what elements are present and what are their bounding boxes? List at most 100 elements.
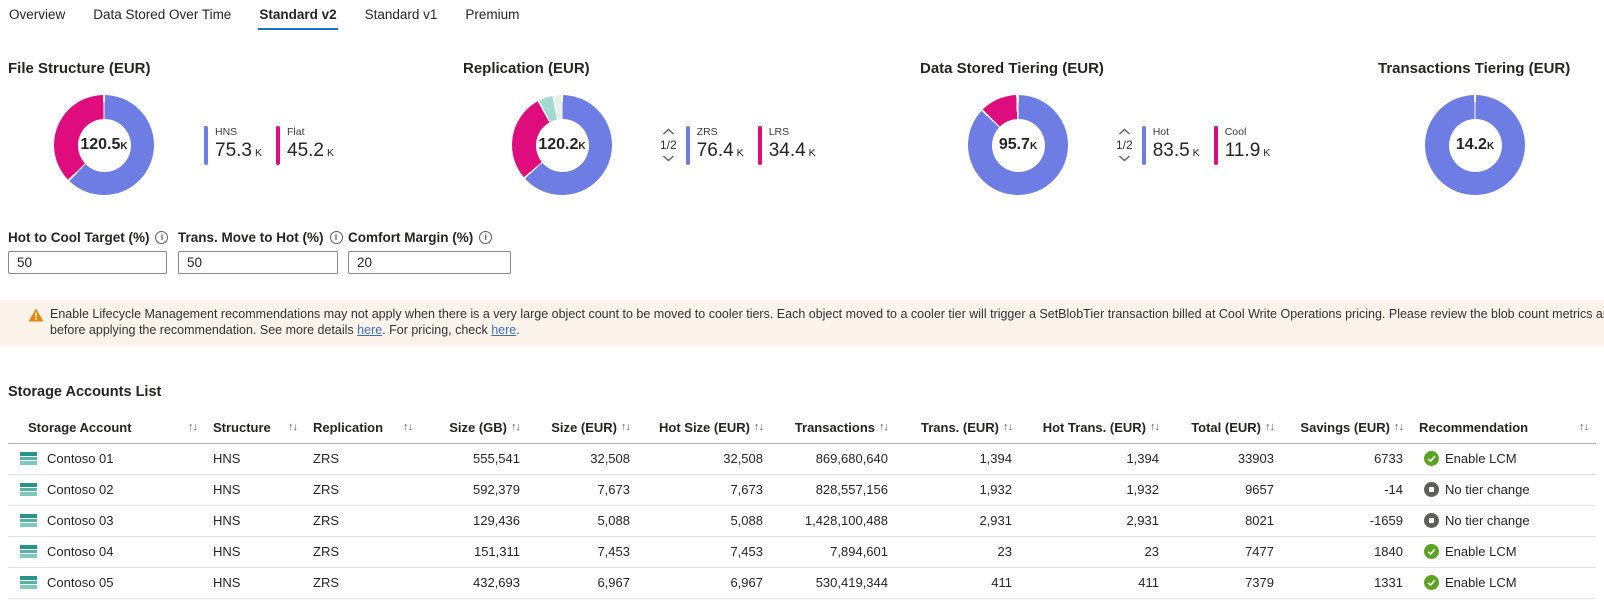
info-icon[interactable]: i <box>479 230 493 244</box>
tab-overview[interactable]: Overview <box>9 7 66 22</box>
pager-label: 1/2 <box>1116 138 1133 152</box>
sort-icon[interactable]: ↑↓ <box>1265 421 1275 434</box>
sort-icon[interactable]: ↑↓ <box>403 421 413 434</box>
sort-icon[interactable]: ↑↓ <box>1579 421 1589 434</box>
info-icon[interactable]: i <box>329 230 343 244</box>
input-field-3[interactable] <box>348 251 511 274</box>
sort-icon[interactable]: ↑↓ <box>754 421 764 434</box>
trans-eur-cell: 2,931 <box>896 505 1020 537</box>
chevron-up-icon[interactable] <box>662 128 675 136</box>
legend-color-bar <box>685 125 690 165</box>
input-field-2[interactable] <box>178 251 338 274</box>
chart-title: Replication (EUR) <box>463 60 590 77</box>
legend-text: Cool 11.9 K <box>1225 126 1271 165</box>
replication-cell: ZRS <box>305 474 420 506</box>
tab-premium[interactable]: Premium <box>465 7 520 22</box>
recommendation-cell: No tier change <box>1411 474 1596 506</box>
table-row[interactable]: Contoso 04 HNS ZRS 151,311 7,453 7,453 7,894,6… <box>8 536 1596 568</box>
sort-icon[interactable]: ↑↓ <box>188 421 198 434</box>
storage-account-cell: Contoso 04 <box>8 536 205 568</box>
column-header-total-eur-[interactable]: Total (EUR) ↑↓ <box>1167 412 1282 444</box>
column-header-size-gb-[interactable]: Size (GB) ↑↓ <box>420 412 528 444</box>
parameter-inputs: Hot to Cool Target (%)iTrans. Move to Ho… <box>0 228 1604 276</box>
legend-value: 76.4 K <box>696 139 744 161</box>
recommendation-badge: No tier change <box>1419 513 1588 528</box>
size-gb-cell: 432,693 <box>420 567 528 599</box>
hot-trans-eur-cell: 1,932 <box>1020 474 1167 506</box>
column-header-recommendation[interactable]: Recommendation ↑↓ <box>1411 412 1596 444</box>
table-row[interactable]: Contoso 05 HNS ZRS 432,693 6,967 6,967 530,419… <box>8 567 1596 599</box>
donut-chart[interactable]: 120.2K <box>512 95 612 195</box>
legend-label: Flat <box>287 125 305 138</box>
column-header-size-eur-[interactable]: Size (EUR) ↑↓ <box>528 412 638 444</box>
donut-chart[interactable]: 120.5K <box>54 95 154 195</box>
sort-icon[interactable]: ↑↓ <box>879 421 889 434</box>
column-header-storage-account[interactable]: Storage Account ↑↓ <box>8 412 205 444</box>
warning-text-line1: Enable Lifecycle Management recommendati… <box>50 307 1604 321</box>
column-header-hot-size-eur-[interactable]: Hot Size (EUR) ↑↓ <box>638 412 771 444</box>
table-row[interactable]: Contoso 02 HNS ZRS 592,379 7,673 7,673 828,557… <box>8 474 1596 506</box>
chart-legend: ZRS 76.4 K LRS 34.4 K <box>685 125 816 165</box>
donut-center: 14.2K <box>1448 118 1502 172</box>
chevron-down-icon[interactable] <box>662 154 675 162</box>
chevron-down-icon[interactable] <box>1118 154 1131 162</box>
hot-trans-eur-cell: 1,394 <box>1020 443 1167 475</box>
column-header-replication[interactable]: Replication ↑↓ <box>305 412 420 444</box>
legend-color-bar <box>1213 125 1218 165</box>
sort-icon[interactable]: ↑↓ <box>511 421 521 434</box>
tab-standard-v1[interactable]: Standard v1 <box>364 7 438 22</box>
info-icon[interactable]: i <box>155 230 169 244</box>
legend-value: 34.4 K <box>768 139 816 161</box>
recommendation-badge: Enable LCM <box>1419 451 1588 466</box>
tab-standard-v2[interactable]: Standard v2 <box>258 4 338 30</box>
size-eur-cell: 32,508 <box>528 443 638 475</box>
column-header-content: Size (GB) ↑↓ <box>428 419 521 435</box>
structure-cell: HNS <box>205 505 305 537</box>
legend-label: Cool <box>1224 125 1247 138</box>
storage-account-cell: Contoso 03 <box>8 505 205 537</box>
sort-icon[interactable]: ↑↓ <box>1003 421 1013 434</box>
donut-chart[interactable]: 14.2K <box>1425 95 1525 195</box>
input-field-1[interactable] <box>8 251 167 274</box>
column-header-content: Total (EUR) ↑↓ <box>1175 420 1275 435</box>
column-label: Replication <box>313 419 384 435</box>
chart-content: 14.2K <box>1378 95 1570 195</box>
storage-account: Contoso 05 <box>8 575 205 590</box>
sort-icon[interactable]: ↑↓ <box>1394 421 1404 434</box>
sort-icon[interactable]: ↑↓ <box>288 421 298 434</box>
warning-text-part: before applying the recommendation. See … <box>50 322 358 337</box>
column-header-trans-eur-[interactable]: Trans. (EUR) ↑↓ <box>896 412 1020 444</box>
savings-eur-cell: 1331 <box>1282 567 1411 599</box>
tab-data-stored-over-time[interactable]: Data Stored Over Time <box>93 7 232 22</box>
column-label: Trans. (EUR) <box>920 419 999 435</box>
table-row[interactable]: Contoso 03 HNS ZRS 129,436 5,088 5,088 1,428,1… <box>8 505 1596 537</box>
check-circle-icon <box>1424 451 1445 466</box>
pricing-link[interactable]: here <box>491 322 517 337</box>
column-header-hot-trans-eur-[interactable]: Hot Trans. (EUR) ↑↓ <box>1020 412 1167 444</box>
storage-account: Contoso 02 <box>8 482 205 497</box>
column-header-structure[interactable]: Structure ↑↓ <box>205 412 305 444</box>
donut-center-value: 95.7K <box>998 136 1038 153</box>
column-header-transactions[interactable]: Transactions ↑↓ <box>771 412 896 444</box>
details-link[interactable]: here <box>357 322 383 337</box>
recommendation-cell: Enable LCM <box>1411 443 1596 475</box>
column-label: Size (GB) <box>449 419 507 435</box>
sort-icon[interactable]: ↑↓ <box>1150 421 1160 434</box>
column-header-savings-eur-[interactable]: Savings (EUR) ↑↓ <box>1282 412 1411 444</box>
table-row[interactable]: Contoso 01 HNS ZRS 555,541 32,508 32,508 869,6… <box>8 443 1596 475</box>
sort-icon[interactable]: ↑↓ <box>621 421 631 434</box>
chart-1: File Structure (EUR) 120.5K HNS 75.3 K Flat 45… <box>8 60 334 195</box>
legend-label: HNS <box>215 125 238 138</box>
structure-cell: HNS <box>205 443 305 475</box>
recommendation-label: Enable LCM <box>1445 544 1517 559</box>
donut-chart[interactable]: 95.7K <box>968 95 1068 195</box>
donut-center: 95.7K <box>991 118 1045 172</box>
chevron-up-icon[interactable] <box>1118 128 1131 136</box>
column-label: Structure <box>213 419 271 435</box>
input-label: Comfort Margin (%) i <box>348 228 511 246</box>
replication-cell: ZRS <box>305 567 420 599</box>
size-gb-cell: 555,541 <box>420 443 528 475</box>
column-label: Size (EUR) <box>551 419 617 435</box>
chart-title: File Structure (EUR) <box>8 60 151 77</box>
